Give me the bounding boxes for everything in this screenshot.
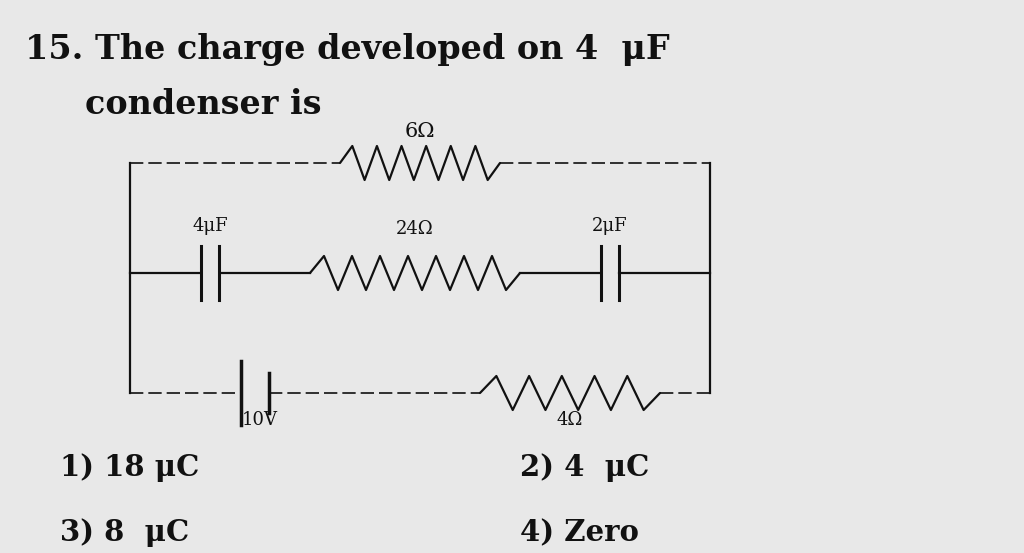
Text: 10V: 10V bbox=[242, 411, 278, 429]
Text: 4Ω: 4Ω bbox=[557, 411, 584, 429]
Text: 15. The charge developed on 4  μF: 15. The charge developed on 4 μF bbox=[25, 33, 670, 66]
Text: 2μF: 2μF bbox=[592, 217, 628, 235]
Text: condenser is: condenser is bbox=[85, 88, 322, 121]
Text: 4) Zero: 4) Zero bbox=[520, 518, 639, 547]
Text: 3) 8  μC: 3) 8 μC bbox=[60, 518, 189, 547]
Text: 24Ω: 24Ω bbox=[396, 220, 434, 238]
Text: 1) 18 μC: 1) 18 μC bbox=[60, 453, 200, 482]
Text: 6Ω: 6Ω bbox=[404, 122, 435, 141]
Text: 2) 4  μC: 2) 4 μC bbox=[520, 453, 649, 482]
Text: 4μF: 4μF bbox=[193, 217, 227, 235]
